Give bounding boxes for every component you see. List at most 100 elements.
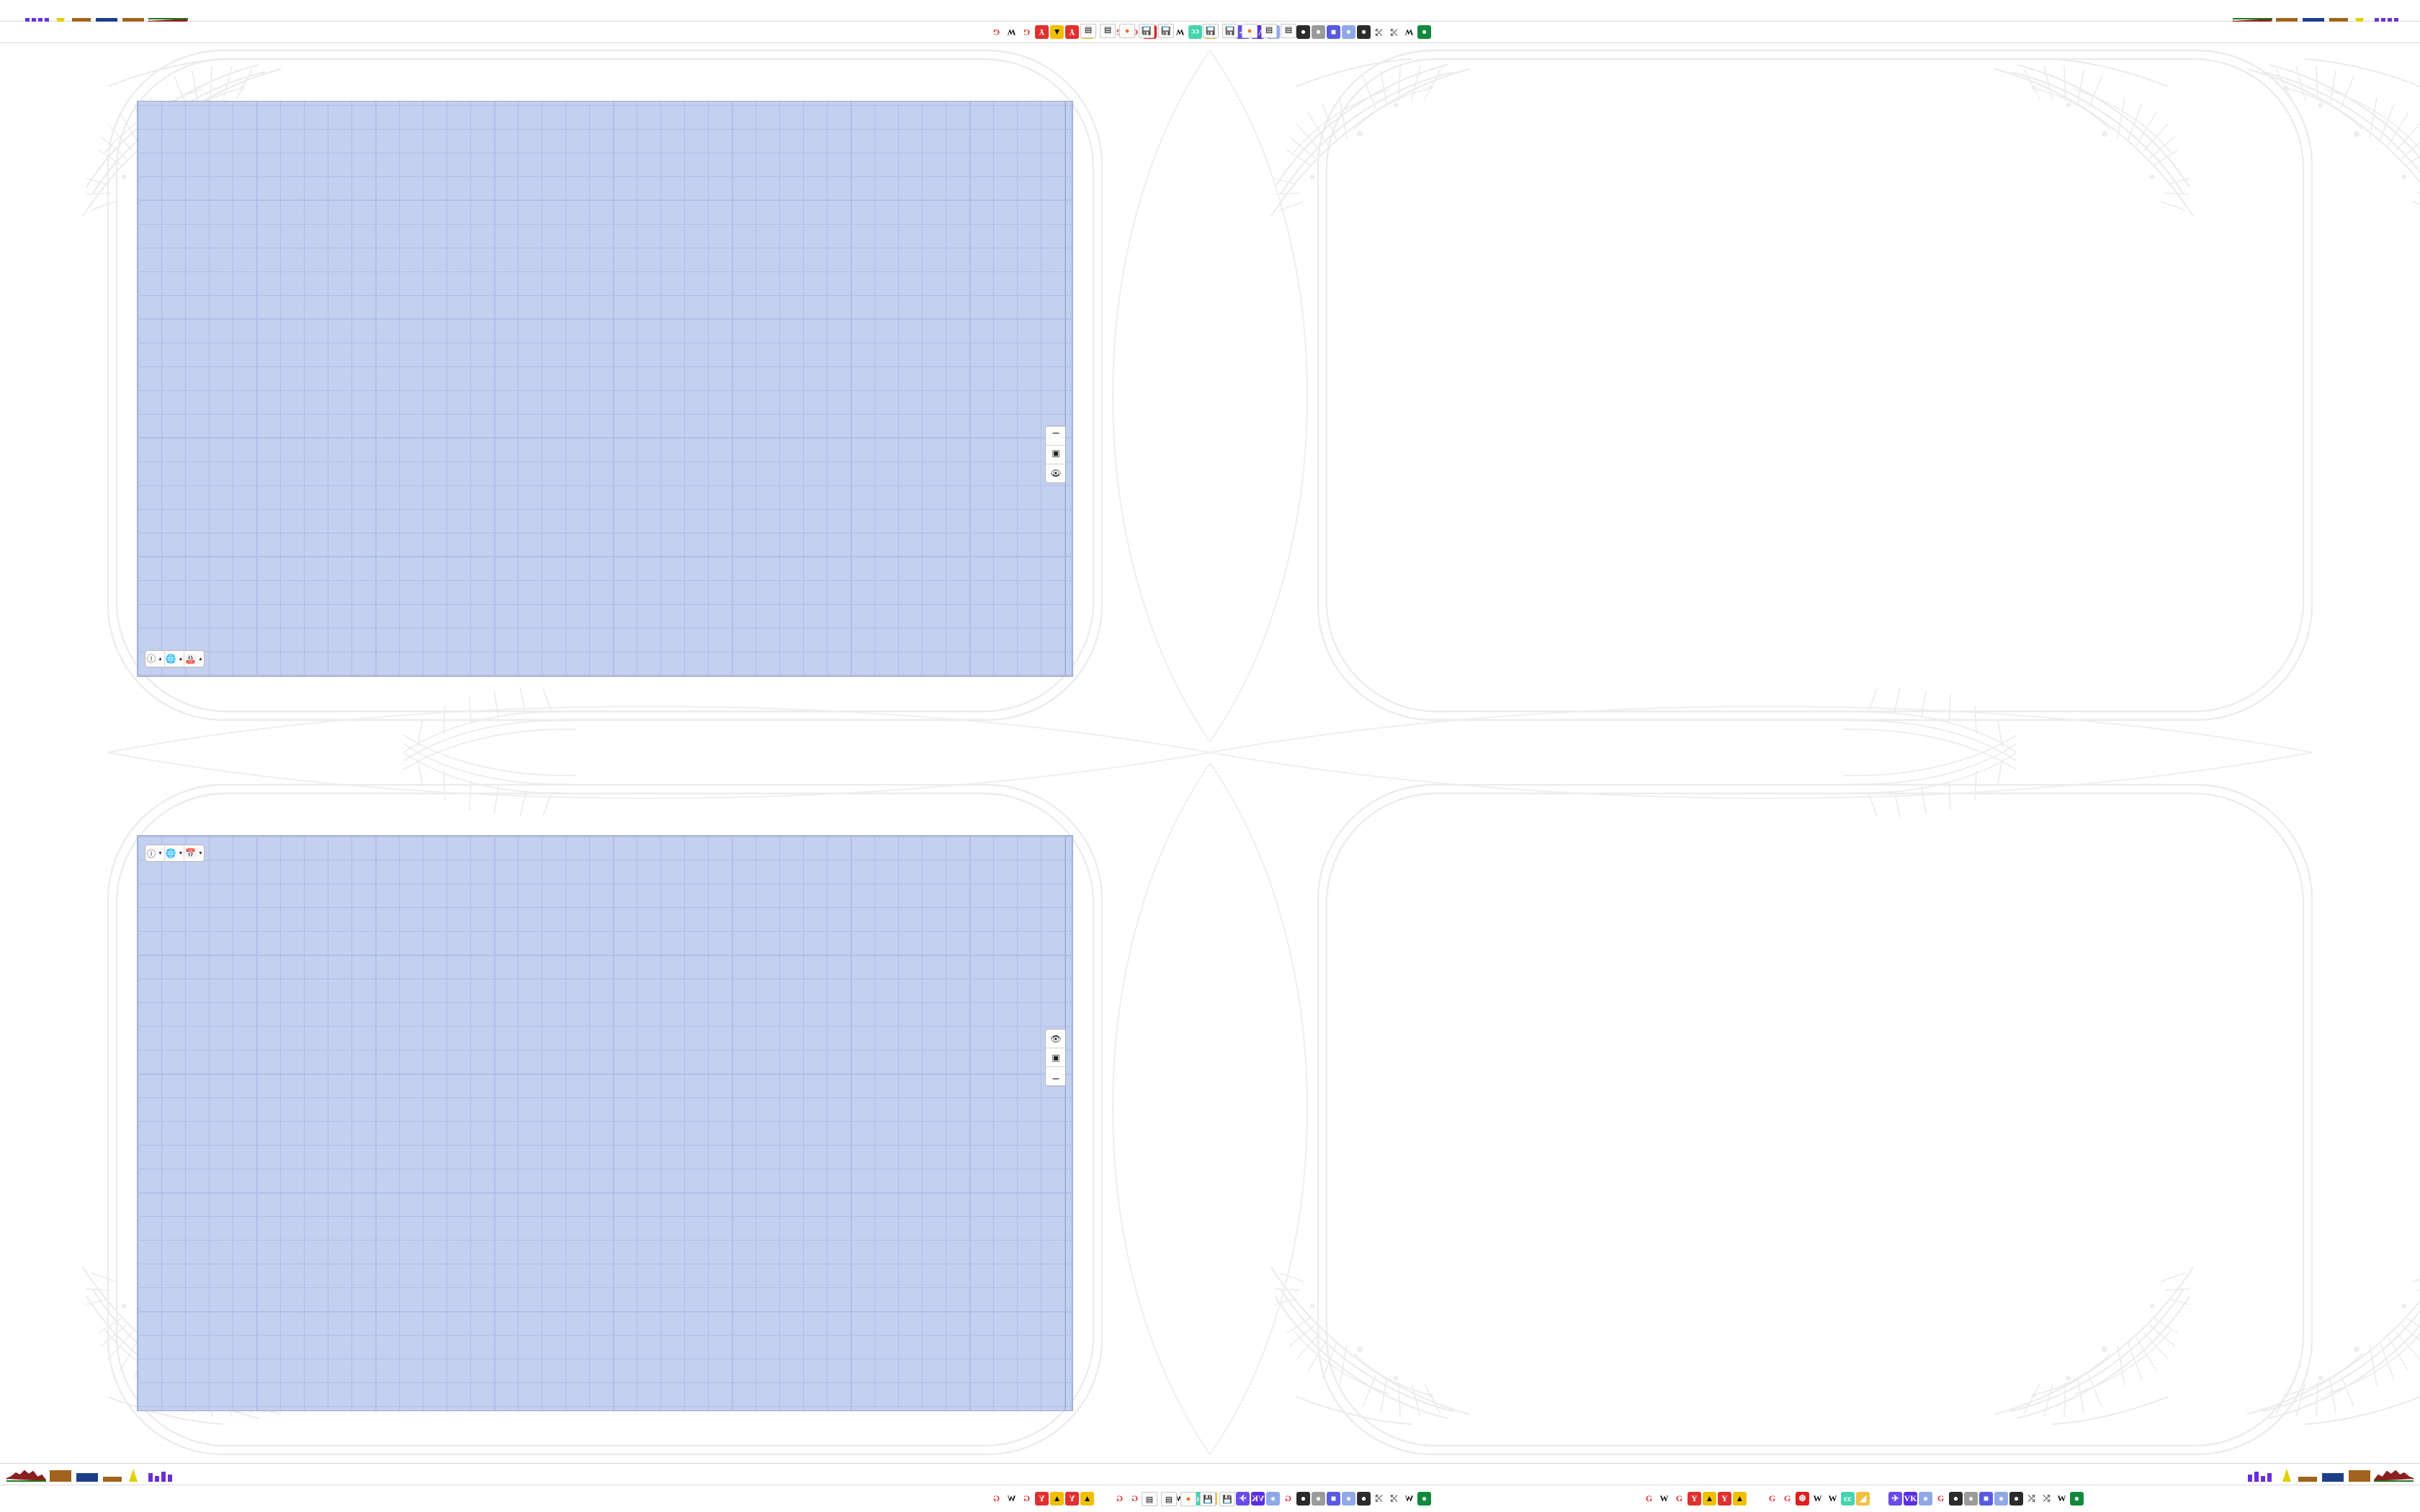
blueweb-icon[interactable]: ● bbox=[1265, 1492, 1280, 1506]
shield-icon[interactable]: ■ bbox=[1326, 1492, 1340, 1506]
eye-icon[interactable]: 👁 bbox=[1046, 464, 1066, 482]
yandex-icon[interactable]: Y bbox=[1034, 1492, 1049, 1506]
skull-icon[interactable]: ● bbox=[1964, 1492, 1978, 1506]
wikipedia-icon[interactable]: W bbox=[1402, 25, 1416, 39]
window-icon[interactable]: ▤ bbox=[1142, 1492, 1157, 1506]
system-tray-bottom-right bbox=[2232, 1467, 2414, 1482]
dolphin-icon[interactable]: ⤮ bbox=[1371, 25, 1386, 39]
photo-icon[interactable]: ▲ bbox=[1733, 1492, 1747, 1506]
window-icon[interactable]: ▤ bbox=[1281, 24, 1296, 38]
google-icon[interactable]: G bbox=[1112, 1492, 1126, 1506]
viewport-icons-left: ⓘ▼ 🌐▼ 📅▼ bbox=[145, 845, 205, 862]
tray-graphlets-4 bbox=[2246, 1467, 2414, 1482]
calendar-clock-icon[interactable]: 📅▼ bbox=[184, 845, 204, 861]
polyhedron-model[interactable] bbox=[335, 137, 868, 641]
cc-icon[interactable]: cc bbox=[1841, 1492, 1855, 1506]
window-icon[interactable]: ▤ bbox=[1261, 24, 1277, 38]
shield-icon[interactable]: ■ bbox=[1979, 1492, 1993, 1506]
yandex-icon[interactable]: Y bbox=[1718, 1492, 1731, 1506]
dolphin-icon[interactable]: ⤮ bbox=[1386, 1492, 1401, 1506]
system-bar-bottom bbox=[0, 1463, 2420, 1485]
dolphin-icon[interactable]: ⤮ bbox=[1386, 25, 1401, 39]
viewport-3d[interactable] bbox=[138, 102, 1065, 676]
google-icon[interactable]: G bbox=[989, 1492, 1003, 1506]
contrast-icon[interactable]: ▣ bbox=[1046, 445, 1066, 464]
green-icon[interactable]: ● bbox=[1417, 1492, 1431, 1506]
flower-icon[interactable]: ❆ bbox=[1796, 1492, 1809, 1506]
google-icon[interactable]: G bbox=[1642, 1492, 1656, 1506]
mask-icon[interactable]: ● bbox=[1949, 1492, 1963, 1506]
chat-icon[interactable]: ✈ bbox=[1235, 1492, 1250, 1506]
info-icon[interactable]: ⓘ▼ bbox=[145, 845, 165, 861]
system-tray-left bbox=[0, 4, 188, 31]
shield-icon[interactable]: ■ bbox=[1326, 25, 1340, 39]
dolphin-icon[interactable]: ⤮ bbox=[1371, 1492, 1386, 1506]
polyhedron-model[interactable] bbox=[335, 871, 868, 1375]
wikipedia-icon[interactable]: W bbox=[1826, 1492, 1839, 1506]
mask-icon[interactable]: ● bbox=[1296, 25, 1310, 39]
save-icon[interactable]: 💾 bbox=[1200, 1492, 1216, 1506]
taskbar-bottom-icons-right: G W G Y ▲ Y ▲ G G ❆ W W cc ◢ ✈ VK ● G ● … bbox=[1642, 1492, 2084, 1506]
wikipedia-icon[interactable]: W bbox=[1402, 1492, 1416, 1506]
viewport-3d[interactable] bbox=[138, 836, 1065, 1410]
app-panel-top-right: ⓘ ▼ 🌐 ▼ 📅 ▼ 👁 ▣ ⚊ bbox=[0, 36, 1210, 756]
firefox-icon[interactable]: ● bbox=[1242, 24, 1258, 38]
mask-icon[interactable]: ● bbox=[1356, 25, 1371, 39]
mask-icon[interactable]: ● bbox=[2009, 1492, 2023, 1506]
viewport-side-icons: 👁 ▣ ⚊ bbox=[1045, 1029, 1065, 1086]
magnet-icon[interactable]: ⚊ bbox=[1046, 1067, 1065, 1086]
cheese-icon[interactable]: ◢ bbox=[1856, 1492, 1870, 1506]
chat-icon[interactable]: ✈ bbox=[1888, 1492, 1902, 1506]
eye-icon[interactable]: 👁 bbox=[1046, 1030, 1065, 1048]
wikipedia-icon[interactable]: W bbox=[1657, 1492, 1671, 1506]
magnet-icon[interactable]: ⚊ bbox=[1046, 426, 1066, 445]
photo-icon[interactable]: ▲ bbox=[1049, 1492, 1064, 1506]
dolphin-icon[interactable]: ⤮ bbox=[2025, 1492, 2038, 1506]
google-icon[interactable]: G bbox=[1127, 1492, 1142, 1506]
taskbar-bottom: ● W ⤮ ⤮ ● ● ■ ● ● G ● VK ✈ ◢ cc W W ❆ G … bbox=[0, 1485, 2420, 1512]
google-icon[interactable]: G bbox=[1934, 1492, 1948, 1506]
photo-icon[interactable]: ▲ bbox=[1703, 1492, 1716, 1506]
firefox-icon[interactable]: ● bbox=[1180, 1492, 1196, 1506]
globe-icon[interactable]: 🌐▼ bbox=[165, 651, 184, 667]
disk-icon[interactable]: 💾 bbox=[1219, 1492, 1235, 1506]
skull-icon[interactable]: ● bbox=[1311, 1492, 1325, 1506]
vk-icon[interactable]: VK bbox=[1250, 1492, 1265, 1506]
tray-graphlets-3 bbox=[6, 1467, 174, 1482]
yandex-icon[interactable]: Y bbox=[1688, 1492, 1701, 1506]
save-icon[interactable]: 💾 bbox=[1222, 24, 1238, 38]
google-icon[interactable]: G bbox=[1019, 1492, 1034, 1506]
calendar-clock-icon[interactable]: 📅▼ bbox=[184, 651, 204, 667]
yandex-icon[interactable]: Y bbox=[1065, 1492, 1079, 1506]
green-icon[interactable]: ● bbox=[1417, 25, 1431, 39]
blueweb-icon[interactable]: ● bbox=[1994, 1492, 2008, 1506]
system-tray-bottom-left bbox=[6, 1467, 188, 1482]
dolphin-icon[interactable]: ⤮ bbox=[2040, 1492, 2053, 1506]
wikipedia-icon[interactable]: W bbox=[1004, 1492, 1018, 1506]
system-bar-top bbox=[0, 0, 2420, 31]
google-icon[interactable]: G bbox=[1672, 1492, 1686, 1506]
blueweb-icon[interactable]: ● bbox=[1341, 25, 1355, 39]
wikipedia-icon[interactable]: W bbox=[2055, 1492, 2069, 1506]
taskbar-top: ● W ⤮ ⤮ ● ● ■ ● ● G ● VK ✈ ◢ cc W W ❆ G … bbox=[0, 22, 2420, 43]
window-buttons-bottom: ▤ ▤ ● 💾 💾 bbox=[1142, 1492, 1235, 1506]
info-icon[interactable]: ⓘ▼ bbox=[145, 651, 165, 667]
google-icon[interactable]: G bbox=[1281, 1492, 1295, 1506]
vk-icon[interactable]: VK bbox=[1904, 1492, 1917, 1506]
google-icon[interactable]: G bbox=[1765, 1492, 1779, 1506]
wikipedia-icon[interactable]: W bbox=[1811, 1492, 1824, 1506]
blueweb-icon[interactable]: ● bbox=[1341, 1492, 1355, 1506]
contrast-icon[interactable]: ▣ bbox=[1046, 1048, 1065, 1067]
mask-icon[interactable]: ● bbox=[1296, 1492, 1310, 1506]
green-icon[interactable]: ● bbox=[2070, 1492, 2084, 1506]
poly3d-window: ⓘ▼ 🌐▼ 📅▼ 👁 ▣ ⚊ bbox=[137, 835, 1066, 1411]
photo-icon[interactable]: ▲ bbox=[1080, 1492, 1094, 1506]
blueweb-icon[interactable]: ● bbox=[1919, 1492, 1932, 1506]
skull-icon[interactable]: ● bbox=[1311, 25, 1325, 39]
viewport-side-icons: 👁 ▣ ⚊ bbox=[1045, 426, 1066, 483]
mask-icon[interactable]: ● bbox=[1356, 1492, 1371, 1506]
globe-icon[interactable]: 🌐▼ bbox=[165, 845, 184, 861]
google-icon[interactable]: G bbox=[1780, 1492, 1794, 1506]
viewport-icons-left: ⓘ▼ 🌐▼ 📅▼ bbox=[145, 650, 205, 667]
window-icon[interactable]: ▤ bbox=[1161, 1492, 1177, 1506]
